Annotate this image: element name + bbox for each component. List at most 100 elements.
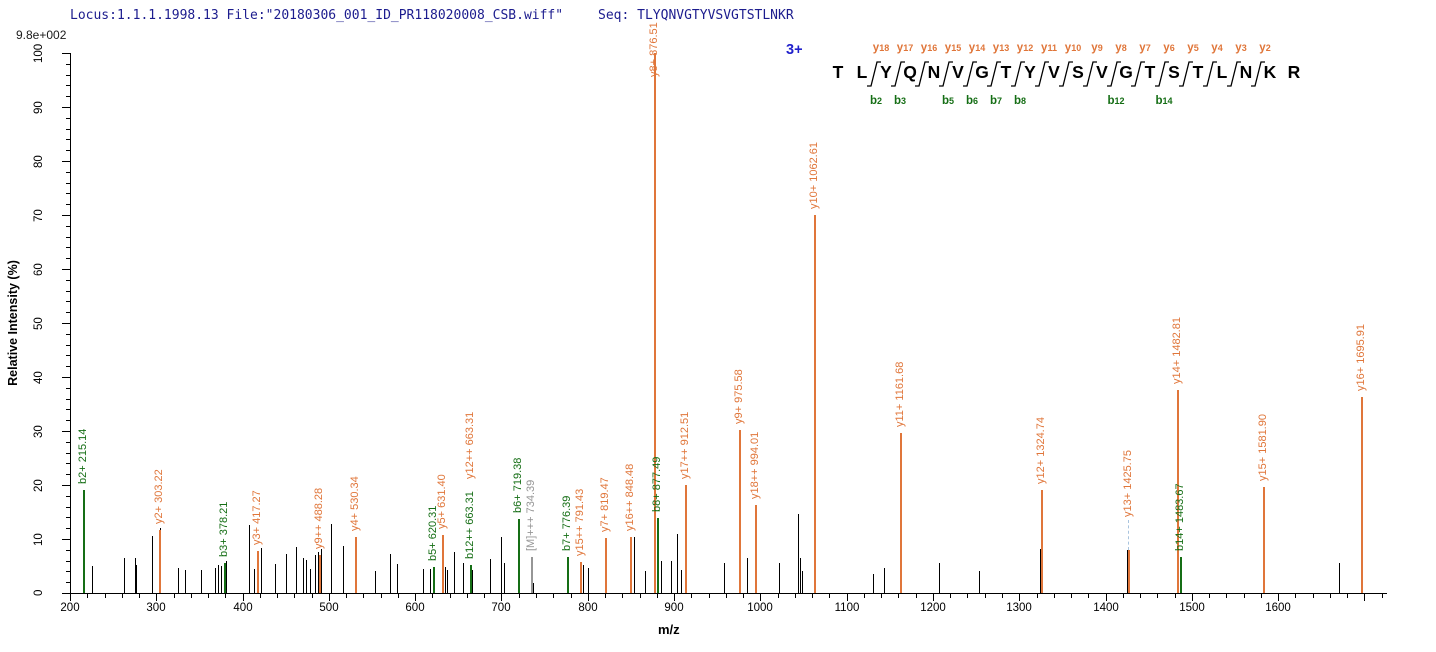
x-tick: [1209, 594, 1210, 598]
peak-line: [533, 583, 534, 593]
fragment-mark-icon: [1105, 57, 1123, 94]
y-ion-label: y13: [992, 42, 1010, 54]
y-tick: [62, 431, 70, 432]
peak-line: [661, 560, 662, 593]
x-tick: [847, 594, 848, 601]
y-tick: [66, 182, 70, 184]
x-tick: [795, 594, 796, 598]
x-tick: [674, 594, 675, 601]
sequence-residue: T: [1000, 62, 1012, 82]
peak-label: y5+ 631.40: [436, 474, 448, 529]
dashed-leader-line: [1128, 520, 1129, 550]
sequence-residue: L: [1216, 62, 1228, 82]
annotated-peak-line: [685, 485, 687, 593]
x-tick: [916, 594, 917, 598]
peak-line: [472, 570, 473, 593]
header-sequence: Seq: TLYQNVGTYVSVGTSTLNKR: [598, 8, 794, 23]
peak-line: [677, 533, 678, 593]
fragment-mark-icon: [937, 57, 955, 94]
x-tick: [1347, 594, 1348, 598]
b-ion-label: b6: [965, 95, 979, 107]
y-ion-label: y10: [1064, 42, 1082, 54]
x-tick: [1106, 594, 1107, 601]
y-tick: [66, 258, 70, 260]
peak-label: y14+ 1482.81: [1171, 316, 1183, 384]
y-tick: [66, 63, 70, 65]
y-tick: [62, 323, 70, 324]
x-tick-label: 500: [319, 602, 339, 614]
x-tick: [484, 594, 485, 598]
x-tick: [726, 594, 727, 598]
annotated-peak-line: [739, 429, 741, 593]
annotated-peak-line: [1361, 397, 1363, 593]
sequence-residue: Y: [880, 62, 892, 82]
x-tick: [398, 594, 399, 598]
peak-label: y18++ 994.01: [749, 431, 761, 499]
x-tick-label: 900: [664, 602, 684, 614]
peak-label: y15+ 1581.90: [1257, 413, 1269, 481]
spectrum-plot-area: b2+ 215.14 y2+ 303.22 b3+ 378.21 y3+ 417.27…: [70, 22, 1386, 593]
x-tick: [363, 594, 364, 598]
x-tick-label: 1100: [834, 602, 860, 614]
peak-line: [215, 568, 216, 593]
x-tick: [139, 594, 140, 598]
peak-line: [979, 571, 980, 593]
y-tick: [66, 506, 70, 508]
y-tick: [66, 355, 70, 357]
peak-label: y7+ 819.47: [599, 476, 611, 532]
y-tick: [66, 409, 70, 411]
x-tick: [657, 594, 658, 598]
y-tick: [66, 279, 70, 281]
peak-line: [798, 514, 799, 593]
x-tick: [709, 594, 710, 598]
x-tick: [329, 594, 330, 601]
x-tick: [553, 594, 554, 598]
sequence-residue: L: [856, 62, 868, 82]
y-ion-label: y11: [1041, 42, 1057, 54]
peak-line: [343, 545, 344, 593]
peak-line: [645, 571, 646, 593]
peak-line: [261, 547, 262, 593]
sequence-residue: G: [1119, 62, 1133, 82]
annotated-peak-line: [224, 562, 226, 593]
sequence-residue: Q: [903, 62, 917, 82]
annotated-peak-line: [1128, 549, 1130, 593]
y-tick: [62, 107, 70, 108]
annotated-peak-line: [470, 564, 472, 593]
peak-label: y10+ 1062.61: [808, 141, 820, 209]
y-tick: [62, 539, 70, 540]
fragment-mark-icon: [1201, 57, 1219, 94]
y-tick: [66, 463, 70, 465]
x-tick: [1071, 594, 1072, 598]
peak-label: b2+ 215.14: [77, 428, 89, 484]
annotated-peak-line: [567, 556, 569, 593]
peak-label: y15++ 791.43: [574, 488, 586, 556]
y-tick: [66, 495, 70, 497]
x-tick: [191, 594, 192, 598]
peak-line: [136, 564, 137, 593]
peak-line: [315, 555, 316, 593]
x-tick: [536, 594, 537, 598]
x-tick: [1261, 594, 1262, 598]
y-tick: [66, 236, 70, 238]
peak-line: [884, 568, 885, 593]
annotated-peak-line: [1041, 489, 1043, 593]
x-tick: [70, 594, 71, 601]
x-tick: [829, 594, 830, 598]
x-tick: [760, 594, 761, 601]
y-tick: [66, 150, 70, 152]
x-tick: [312, 594, 313, 598]
x-tick: [864, 594, 865, 598]
peak-label: y12+ 1324.74: [1035, 416, 1047, 484]
annotated-peak-line: [442, 535, 444, 593]
fragment-mark-icon: [889, 57, 907, 94]
y-ion-label: y12: [1016, 42, 1034, 54]
y-tick: [66, 398, 70, 400]
x-tick: [1002, 594, 1003, 598]
peak-line: [303, 558, 304, 593]
y-tick: [66, 549, 70, 551]
peak-label: y12++ 663.31: [464, 411, 476, 479]
peak-line: [802, 571, 803, 593]
peak-line: [747, 557, 748, 593]
